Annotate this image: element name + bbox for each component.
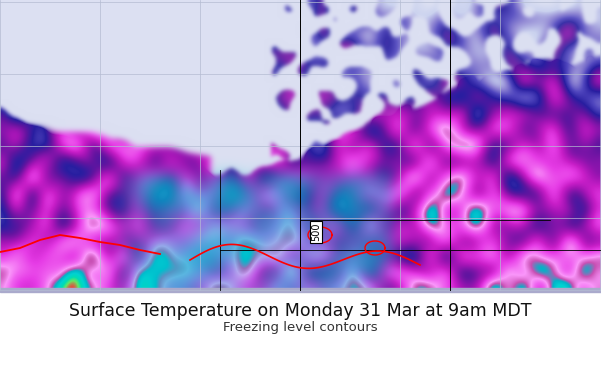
Text: Freezing level contours: Freezing level contours [223, 321, 378, 334]
Text: Surface Temperature on Monday 31 Mar at 9am MDT: Surface Temperature on Monday 31 Mar at … [69, 303, 532, 321]
Bar [0, 288, 601, 292]
Text: 500: 500 [311, 223, 321, 241]
Bar [0, 290, 601, 369]
